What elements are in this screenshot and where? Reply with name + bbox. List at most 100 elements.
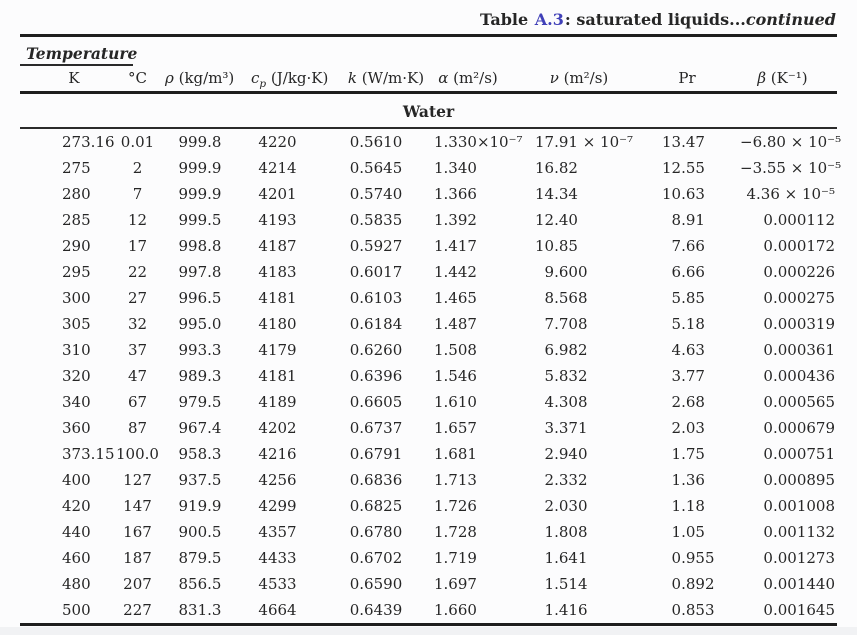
table-cell: 100.0 [116, 444, 159, 463]
caption-table-ref-link[interactable]: A.3 [534, 10, 564, 29]
table-cell: 0.6825 [349, 496, 403, 515]
table-cell: 937.5 [178, 470, 222, 489]
table-cell: 295 [62, 262, 91, 281]
table-row: 440 167 900.5 4357 0.6780 1.728 01.808 01.05 0.0… [20, 519, 837, 545]
table-cell: 01.641 [544, 548, 588, 567]
table-cell: 0.6103 [349, 288, 403, 307]
table-cell: 999.9 [178, 158, 222, 177]
column-header: K [68, 69, 80, 87]
table-row: 500 227 831.3 4664 0.6439 1.660 01.416 00.853 0.… [20, 597, 837, 623]
table-cell: 03.77 [671, 366, 705, 385]
table-cell: 4189 [258, 392, 297, 411]
table-cell: 05.18 [671, 314, 705, 333]
table-cell: 16.82 [535, 158, 578, 177]
table-cell: 01.05 [671, 522, 705, 541]
table-row: 480 207 856.5 4533 0.6590 1.697 01.514 00.892 0.… [20, 571, 837, 597]
header-bottom-rule [20, 91, 837, 94]
table-cell: 4664 [258, 600, 297, 619]
table-cell: 1.546 [434, 366, 477, 385]
table-cell: 0.000436 [763, 366, 835, 385]
table-cell: 1.660 [434, 600, 477, 619]
column-header: k (W/m·K) [347, 69, 425, 87]
table-row: 290 17 998.8 4187 0.5927 1.417 10.85 07.66 0.000… [20, 233, 837, 259]
caption-table-word: Table [479, 10, 529, 29]
column-header: β (K⁻¹) [757, 69, 808, 87]
table-cell: 04.308 [544, 392, 588, 411]
table-cell: 47 [127, 366, 148, 385]
table-cell: 07.708 [544, 314, 588, 333]
table-cell: 4193 [258, 210, 297, 229]
column-header: ρ (kg/m³) [165, 69, 235, 87]
table-cell: 979.5 [178, 392, 222, 411]
table-row: 280 7 999.9 4201 0.5740 1.366 14.34 10.63 4.36 ×… [20, 181, 837, 207]
table-row: 340 67 979.5 4189 0.6605 1.610 04.308 02.68 0.00… [20, 389, 837, 415]
table-cell: 0.001440 [763, 574, 835, 593]
table-cell: 989.3 [178, 366, 222, 385]
table-cell: 07.66 [671, 236, 705, 255]
table-cell: 0.6396 [349, 366, 403, 385]
table-cell: 4179 [258, 340, 297, 359]
table-cell: 480 [62, 574, 91, 593]
table-cell: 0.000565 [763, 392, 835, 411]
table-cell: 1.719 [434, 548, 477, 567]
table-cell: 999.9 [178, 184, 222, 203]
table-cell: 373.15 [62, 444, 115, 463]
table-cell: 1.681 [434, 444, 477, 463]
table-cell: 993.3 [178, 340, 222, 359]
column-header: Pr [678, 69, 696, 87]
table-cell: 4216 [258, 444, 297, 463]
table-cell: 996.5 [178, 288, 222, 307]
table-cell: 0.5740 [349, 184, 403, 203]
table-cell: 02.940 [544, 444, 588, 463]
table-cell: 0.6439 [349, 600, 403, 619]
table-cell: 0.6780 [349, 522, 403, 541]
table-cell: 00.892 [671, 574, 715, 593]
table-cell: 0.6017 [349, 262, 403, 281]
table-cell: 879.5 [178, 548, 222, 567]
table-cell: 08.568 [544, 288, 588, 307]
table-cell: 420 [62, 496, 91, 515]
table-row: 460 187 879.5 4433 0.6702 1.719 01.641 00.955 0.… [20, 545, 837, 571]
table-cell: 4181 [258, 288, 297, 307]
table-cell: 2 [132, 158, 143, 177]
table-cell: 0.000172 [763, 236, 835, 255]
table-cell: 400 [62, 470, 91, 489]
table-cell: 0.001132 [763, 522, 835, 541]
header-row: K °C ρ (kg/m³) cp (J/kg·K) k (W/m·K) α (m²/s)… [20, 66, 837, 91]
table-cell: 01.36 [671, 470, 705, 489]
table-cell: 967.4 [178, 418, 222, 437]
table-cell: 03.371 [544, 418, 588, 437]
table-cell: 06.66 [671, 262, 705, 281]
table-row: 285 12 999.5 4193 0.5835 1.392 12.40 08.91 0.000… [20, 207, 837, 233]
table-cell: 305 [62, 314, 91, 333]
table-cell: 7 [132, 184, 143, 203]
table-cell: 27 [127, 288, 148, 307]
table-cell: 01.514 [544, 574, 588, 593]
table-cell: 0.000319 [763, 314, 835, 333]
section-rule [20, 127, 837, 129]
table-cell: 0.01 [120, 132, 155, 151]
table-top-rule [20, 34, 837, 37]
table-cell: 0.6260 [349, 340, 403, 359]
table-cell: 999.5 [178, 210, 222, 229]
table-cell: 02.68 [671, 392, 705, 411]
table-cell: 10.85 [535, 236, 578, 255]
table-cell: 0.000679 [763, 418, 835, 437]
table-cell: 05.85 [671, 288, 705, 307]
table-row: 273.16 0.01 999.8 4220 0.5610 1.330×10⁻⁷ 17.91… [20, 129, 842, 155]
table-cell: 0.000275 [763, 288, 835, 307]
table-cell: 1.713 [434, 470, 477, 489]
table-cell: 997.8 [178, 262, 222, 281]
table-cell: 0.000895 [763, 470, 835, 489]
table-cell: 12.40 [535, 210, 578, 229]
table-cell: 919.9 [178, 496, 222, 515]
table-cell: 0.000751 [763, 444, 835, 463]
table-cell: −6.80 × 10⁻⁵ [740, 132, 842, 151]
table-body: 273.16 0.01 999.8 4220 0.5610 1.330×10⁻⁷ 17.91… [20, 129, 842, 623]
table-cell: 4220 [258, 132, 297, 151]
table-cell: 273.16 [62, 132, 115, 151]
table-cell: 0.6590 [349, 574, 403, 593]
table-cell: 1.508 [434, 340, 477, 359]
table-cell: 0.000361 [763, 340, 835, 359]
